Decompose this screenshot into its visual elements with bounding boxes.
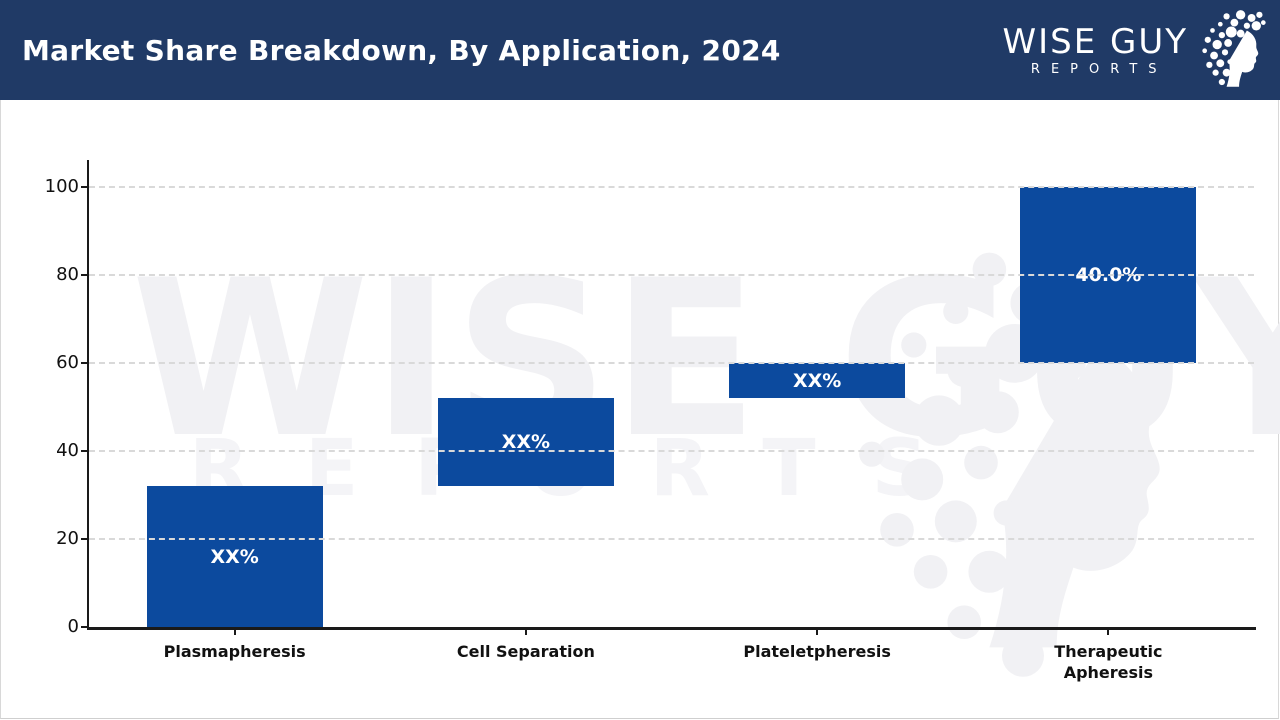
logo-text: WISE GUY REPORTS	[1002, 25, 1188, 76]
x-category-label: Therapeutic Apheresis	[1054, 642, 1163, 682]
gridline-80	[89, 274, 1254, 276]
x-category-label: Plateletpheresis	[743, 642, 891, 661]
gridline-60	[89, 362, 1254, 364]
y-tick-40	[81, 450, 89, 452]
logo-subtitle: REPORTS	[1030, 61, 1168, 77]
bar-value-label: XX%	[210, 545, 259, 568]
x-axis-line	[87, 627, 1256, 630]
x-tick-1	[524, 628, 527, 635]
logo-face-icon	[1202, 10, 1266, 87]
y-tick-label-40: 40	[56, 440, 79, 461]
header-bar: Market Share Breakdown, By Application, …	[0, 0, 1280, 100]
x-tick-2	[816, 628, 819, 635]
gridline-100	[89, 186, 1254, 188]
chart-title: Market Share Breakdown, By Application, …	[22, 33, 781, 67]
gridline-20	[89, 538, 1254, 540]
y-tick-100	[81, 186, 89, 188]
bar-value-label: XX%	[501, 431, 551, 454]
y-tick-label-20: 20	[56, 528, 79, 549]
bar-value-label: XX%	[792, 369, 842, 392]
bar-plateletpheresis: XX%	[729, 363, 906, 399]
y-tick-label-100: 100	[44, 176, 79, 197]
logo-wordmark: WISE GUY	[1002, 21, 1188, 62]
y-tick-label-60: 60	[56, 352, 79, 373]
y-tick-80	[81, 274, 89, 276]
wise-guy-logo: WISE GUY REPORTS	[1002, 7, 1266, 93]
chart-area: WISE GUY REPORTS 020406080100XX%Plasmaph…	[0, 100, 1280, 719]
y-tick-label-80: 80	[56, 264, 79, 285]
x-category-label: Plasmapheresis	[163, 642, 306, 661]
y-axis-line	[87, 160, 89, 629]
gridline-40	[89, 450, 1254, 452]
bar-cell-separation: XX%	[437, 398, 614, 487]
y-tick-20	[81, 538, 89, 540]
y-tick-0	[81, 626, 89, 628]
y-tick-60	[81, 362, 89, 364]
x-tick-0	[233, 628, 236, 635]
x-tick-3	[1107, 628, 1110, 635]
y-tick-label-0: 0	[67, 616, 79, 637]
bar-plasmapheresis: XX%	[146, 486, 323, 627]
x-category-label: Cell Separation	[456, 642, 595, 661]
